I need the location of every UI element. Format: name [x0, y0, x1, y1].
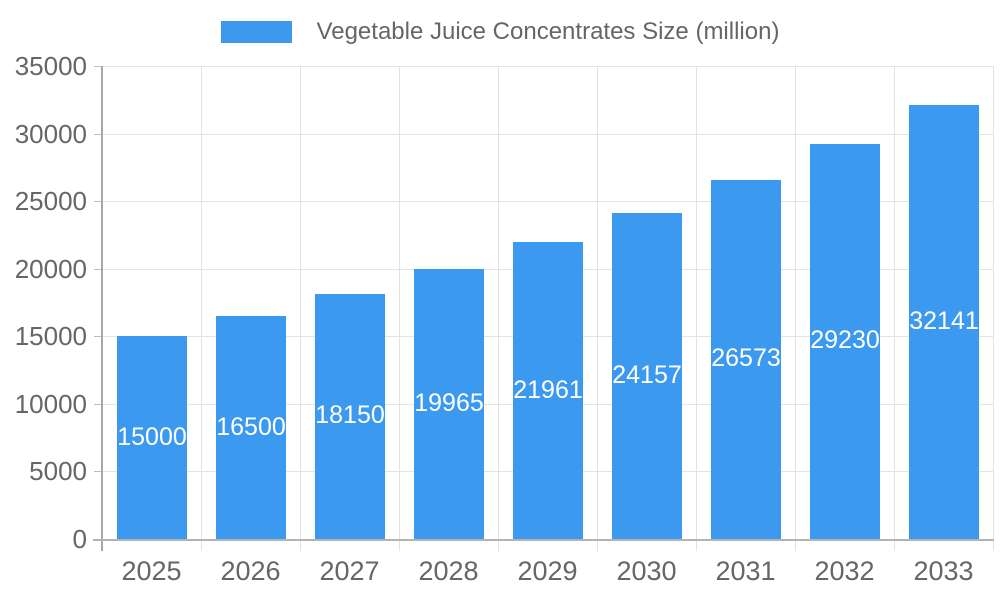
y-axis-label: 0: [72, 524, 87, 554]
gridline-horizontal: [102, 201, 993, 202]
x-axis-line: [93, 539, 994, 541]
gridline-vertical: [894, 66, 895, 551]
x-axis-label: 2026: [220, 556, 281, 586]
x-axis-label: 2028: [418, 556, 479, 586]
bar-value-label: 18150: [315, 401, 385, 429]
gridline-vertical: [795, 66, 796, 551]
legend[interactable]: Vegetable Juice Concentrates Size (milli…: [0, 14, 1000, 50]
bar-2028[interactable]: [414, 269, 484, 539]
bar-2032[interactable]: [810, 144, 880, 539]
gridline-vertical: [597, 66, 598, 551]
gridline-vertical: [993, 66, 994, 551]
bar-value-label: 19965: [414, 389, 484, 417]
gridline-vertical: [498, 66, 499, 551]
y-axis-label: 10000: [14, 389, 87, 419]
gridline-vertical: [696, 66, 697, 551]
y-axis-tick: [94, 66, 102, 67]
bar-value-label: 29230: [810, 326, 880, 354]
x-axis-label: 2031: [715, 556, 776, 586]
y-axis-label: 30000: [14, 119, 87, 149]
gridline-horizontal: [102, 134, 993, 135]
bar-2027[interactable]: [315, 294, 385, 539]
bar-2029[interactable]: [513, 242, 583, 539]
bar-2030[interactable]: [612, 213, 682, 539]
x-axis-label: 2032: [814, 556, 875, 586]
y-axis-label: 5000: [29, 456, 87, 486]
y-axis-label: 25000: [14, 186, 87, 216]
y-axis-label: 15000: [14, 321, 87, 351]
bar-2026[interactable]: [216, 316, 286, 539]
gridline-horizontal: [102, 66, 993, 67]
bar-2033[interactable]: [909, 105, 979, 539]
y-axis-tick: [94, 404, 102, 405]
gridline-vertical: [399, 66, 400, 551]
gridline-vertical: [300, 66, 301, 551]
y-axis-tick: [94, 269, 102, 270]
x-axis-label: 2029: [517, 556, 578, 586]
bar-2025[interactable]: [117, 336, 187, 539]
y-axis-label: 20000: [14, 254, 87, 284]
y-axis-line: [101, 66, 103, 551]
x-axis-label: 2033: [913, 556, 974, 586]
bar-value-label: 26573: [711, 344, 781, 372]
y-axis-tick: [94, 134, 102, 135]
bar-2031[interactable]: [711, 180, 781, 539]
bar-value-label: 32141: [909, 307, 979, 335]
bar-value-label: 21961: [513, 376, 583, 404]
legend-swatch-icon: [220, 21, 292, 43]
bar-value-label: 15000: [117, 423, 187, 451]
bar-value-label: 24157: [612, 361, 682, 389]
y-axis-tick: [94, 471, 102, 472]
gridline-vertical: [201, 66, 202, 551]
bar-value-label: 16500: [216, 413, 286, 441]
y-axis-tick: [94, 336, 102, 337]
y-axis-tick: [94, 201, 102, 202]
legend-label: Vegetable Juice Concentrates Size (milli…: [316, 18, 780, 45]
x-axis-label: 2027: [319, 556, 380, 586]
y-axis-label: 35000: [14, 51, 87, 81]
x-axis-label: 2030: [616, 556, 677, 586]
x-axis-label: 2025: [121, 556, 182, 586]
